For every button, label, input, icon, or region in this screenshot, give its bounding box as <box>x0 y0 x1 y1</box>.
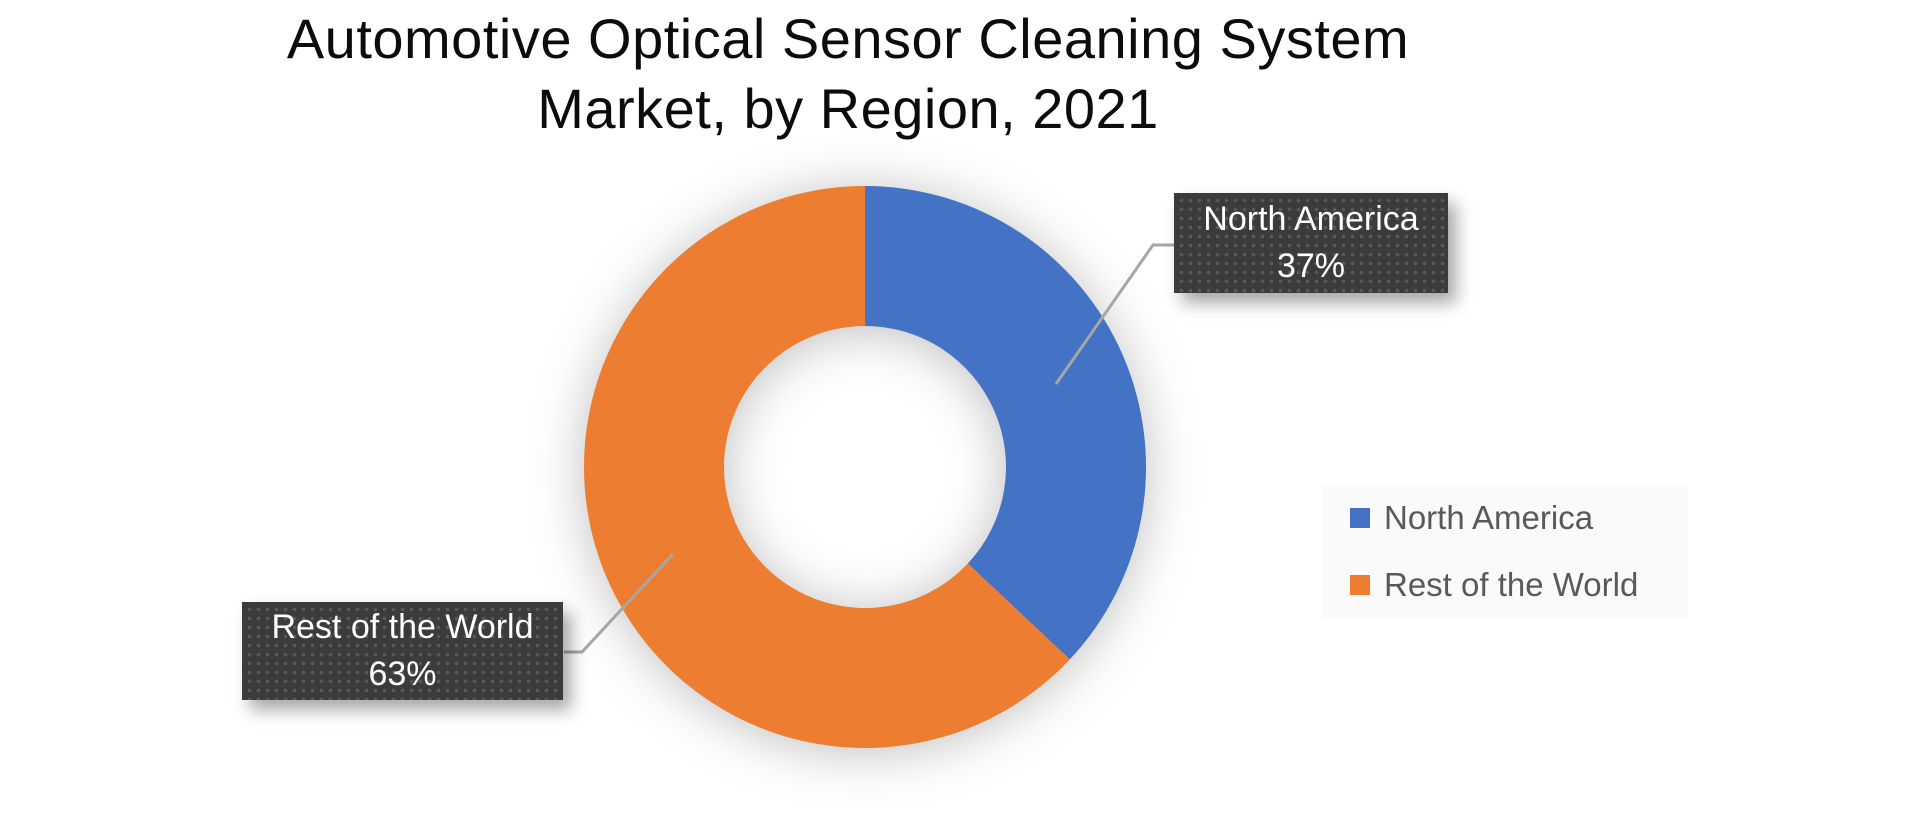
legend-swatch-north-america-icon <box>1350 508 1370 529</box>
legend: North America Rest of the World <box>1322 485 1688 618</box>
leader-line-rest-of-world <box>564 552 675 654</box>
donut-slices <box>583 186 1146 748</box>
data-label-rest-of-world-value: 63% <box>368 655 437 693</box>
legend-item-rest-of-world: Rest of the World <box>1350 566 1688 604</box>
donut-slice-north-america <box>865 186 1146 660</box>
data-label-rest-of-world: Rest of the World 63% <box>242 602 563 700</box>
data-label-north-america: North America 37% <box>1174 193 1448 293</box>
leader-lines <box>564 243 1174 654</box>
donut-slice-rest-of-the-world <box>583 186 1070 748</box>
legend-item-north-america: North America <box>1350 499 1688 537</box>
data-label-rest-of-world-name: Rest of the World <box>271 608 534 646</box>
legend-swatch-rest-of-world-icon <box>1350 574 1370 595</box>
data-label-north-america-name: North America <box>1203 200 1419 238</box>
leader-line-north-america <box>1054 243 1174 385</box>
chart-title: Automotive Optical Sensor Cleaning Syste… <box>286 7 1410 140</box>
data-label-north-america-value: 37% <box>1276 247 1346 285</box>
legend-label-north-america: North America <box>1384 499 1594 537</box>
legend-label-rest-of-world: Rest of the World <box>1384 565 1639 603</box>
